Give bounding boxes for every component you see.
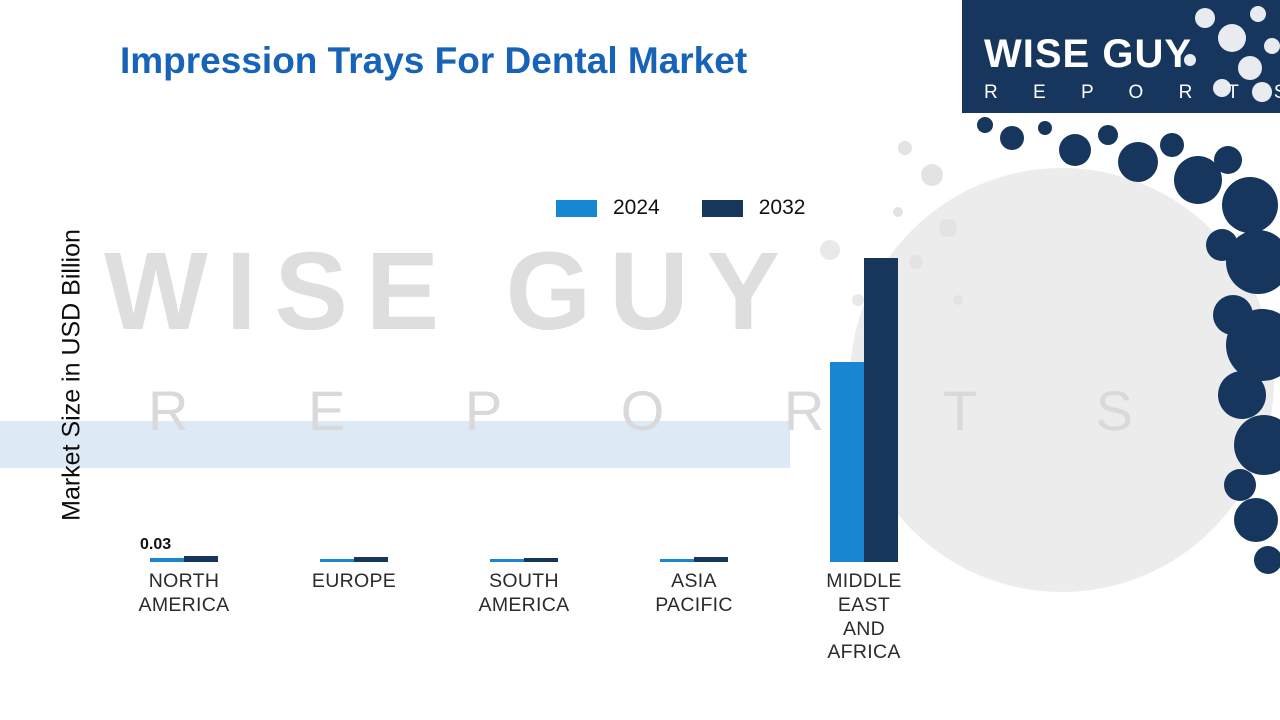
- bar-group: ASIA PACIFIC: [609, 252, 779, 672]
- bar-2024: [490, 559, 524, 562]
- chart-plot: 0.03 NORTH AMERICA EUROPE SOUTH AMERICA ASIA…: [99, 252, 949, 672]
- category-label: SOUTH AMERICA: [478, 570, 570, 616]
- category-label: ASIA PACIFIC: [655, 570, 733, 616]
- bar-group: MIDDLE EAST AND AFRICA: [779, 252, 949, 672]
- bar-2032: [694, 556, 728, 562]
- bar-group: SOUTH AMERICA: [439, 252, 609, 672]
- logo-reports-text: R E P O R T S: [984, 82, 1280, 103]
- bar-2024: [660, 559, 694, 562]
- legend-swatch-2032: [701, 199, 743, 217]
- watermark-band: [0, 421, 790, 468]
- bar-2032: [184, 555, 218, 562]
- y-axis-label: Market Size in USD Billion: [57, 229, 86, 521]
- bar-pair: [320, 252, 388, 562]
- legend-item-2024: 2024: [556, 196, 660, 220]
- legend-item-2032: 2032: [701, 196, 806, 220]
- legend: 2024 2032: [556, 196, 805, 220]
- category-label: NORTH AMERICA: [138, 570, 230, 616]
- watermark-reports-text: R E P O R T S: [148, 379, 1186, 442]
- legend-swatch-2024: [556, 199, 597, 217]
- data-label: 0.03: [140, 536, 172, 553]
- bar-pair: [830, 252, 898, 562]
- legend-label-2024: 2024: [613, 196, 660, 219]
- bar-pair: [660, 252, 728, 562]
- bar-2032: [354, 556, 388, 562]
- bar-pair: 0.03: [140, 252, 218, 562]
- bar-pair: [490, 252, 558, 562]
- logo-wordmark: WISE GUY: [984, 32, 1193, 76]
- bar-2032: [524, 558, 558, 562]
- wiseguy-logo: WISE GUY R E P O R T S: [984, 34, 1280, 104]
- bar-group: EUROPE: [269, 252, 439, 672]
- watermark-wiseguy-text: WISE GUY: [104, 230, 799, 353]
- bar-2024: [320, 559, 354, 562]
- bar-2032: [864, 258, 898, 562]
- bar-2024: [150, 558, 184, 562]
- legend-label-2032: 2032: [758, 196, 806, 219]
- category-label: MIDDLE EAST AND AFRICA: [826, 570, 902, 664]
- page-title: Impression Trays For Dental Market: [120, 40, 748, 81]
- bar-2024: [830, 361, 864, 562]
- category-label: EUROPE: [311, 570, 397, 592]
- bar-group: 0.03 NORTH AMERICA: [99, 252, 269, 672]
